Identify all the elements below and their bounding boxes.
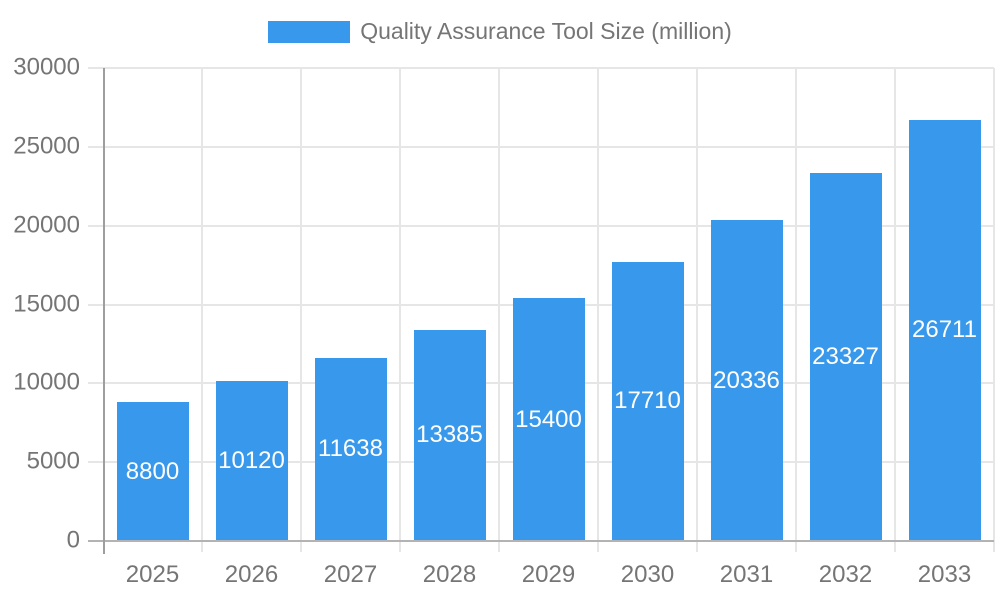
- bar[interactable]: 13385: [413, 329, 486, 541]
- x-gridline: [201, 68, 203, 552]
- y-gridline: [88, 224, 994, 227]
- bar-value-label: 26711: [912, 316, 977, 344]
- x-tick-label: 2027: [323, 561, 378, 588]
- bar[interactable]: 8800: [116, 402, 189, 541]
- y-tick-label: 0: [66, 526, 80, 554]
- bar[interactable]: 10120: [215, 381, 288, 541]
- bar[interactable]: 26711: [908, 119, 981, 541]
- plot-area: 0 5000 10000 15000 20000 25000 30000 8800 2025 10…: [13, 53, 995, 588]
- x-tick-label: 2026: [224, 561, 279, 588]
- bar[interactable]: 20336: [710, 220, 783, 541]
- legend-label: Quality Assurance Tool Size (million): [360, 18, 732, 44]
- y-tick-label: 10000: [13, 368, 80, 396]
- y-gridline: [88, 145, 994, 148]
- x-axis-line: [88, 540, 994, 542]
- x-gridline: [993, 68, 995, 552]
- x-tick-label: 2028: [422, 561, 477, 588]
- x-gridline: [894, 68, 896, 552]
- bar-value-label: 10120: [218, 447, 285, 475]
- legend-swatch-icon: [268, 20, 351, 43]
- bar-value-label: 13385: [416, 421, 483, 449]
- x-gridline: [795, 68, 797, 552]
- bar-value-label: 11638: [318, 435, 383, 463]
- x-tick-label: 2025: [125, 561, 180, 588]
- x-gridline: [696, 68, 698, 552]
- x-gridline: [498, 68, 500, 552]
- x-tick-label: 2032: [818, 561, 873, 588]
- bar-value-label: 8800: [125, 457, 180, 485]
- y-tick-label: 5000: [26, 447, 80, 475]
- bar[interactable]: 15400: [512, 298, 585, 541]
- bar[interactable]: 11638: [314, 357, 387, 541]
- x-gridline: [300, 68, 302, 552]
- y-tick-label: 30000: [13, 53, 80, 81]
- legend-item[interactable]: Quality Assurance Tool Size (million): [268, 18, 732, 45]
- x-tick-label: 2029: [521, 561, 576, 588]
- x-tick-label: 2033: [917, 561, 972, 588]
- y-gridline: [88, 67, 994, 69]
- chart-legend: Quality Assurance Tool Size (million): [0, 18, 1000, 45]
- bar-value-label: 23327: [812, 343, 879, 371]
- bar[interactable]: 23327: [809, 173, 882, 541]
- bar-value-label: 17710: [614, 387, 681, 415]
- x-tick-label: 2030: [620, 561, 675, 588]
- x-gridline: [399, 68, 401, 552]
- bar-value-label: 15400: [515, 405, 582, 433]
- x-gridline: [597, 68, 599, 552]
- y-tick-label: 25000: [13, 132, 80, 160]
- y-axis-line: [103, 68, 105, 554]
- y-tick-label: 15000: [13, 289, 80, 317]
- y-tick-label: 20000: [13, 211, 80, 239]
- bar[interactable]: 17710: [611, 261, 684, 541]
- bar-value-label: 20336: [713, 366, 780, 394]
- x-tick-label: 2031: [719, 561, 774, 588]
